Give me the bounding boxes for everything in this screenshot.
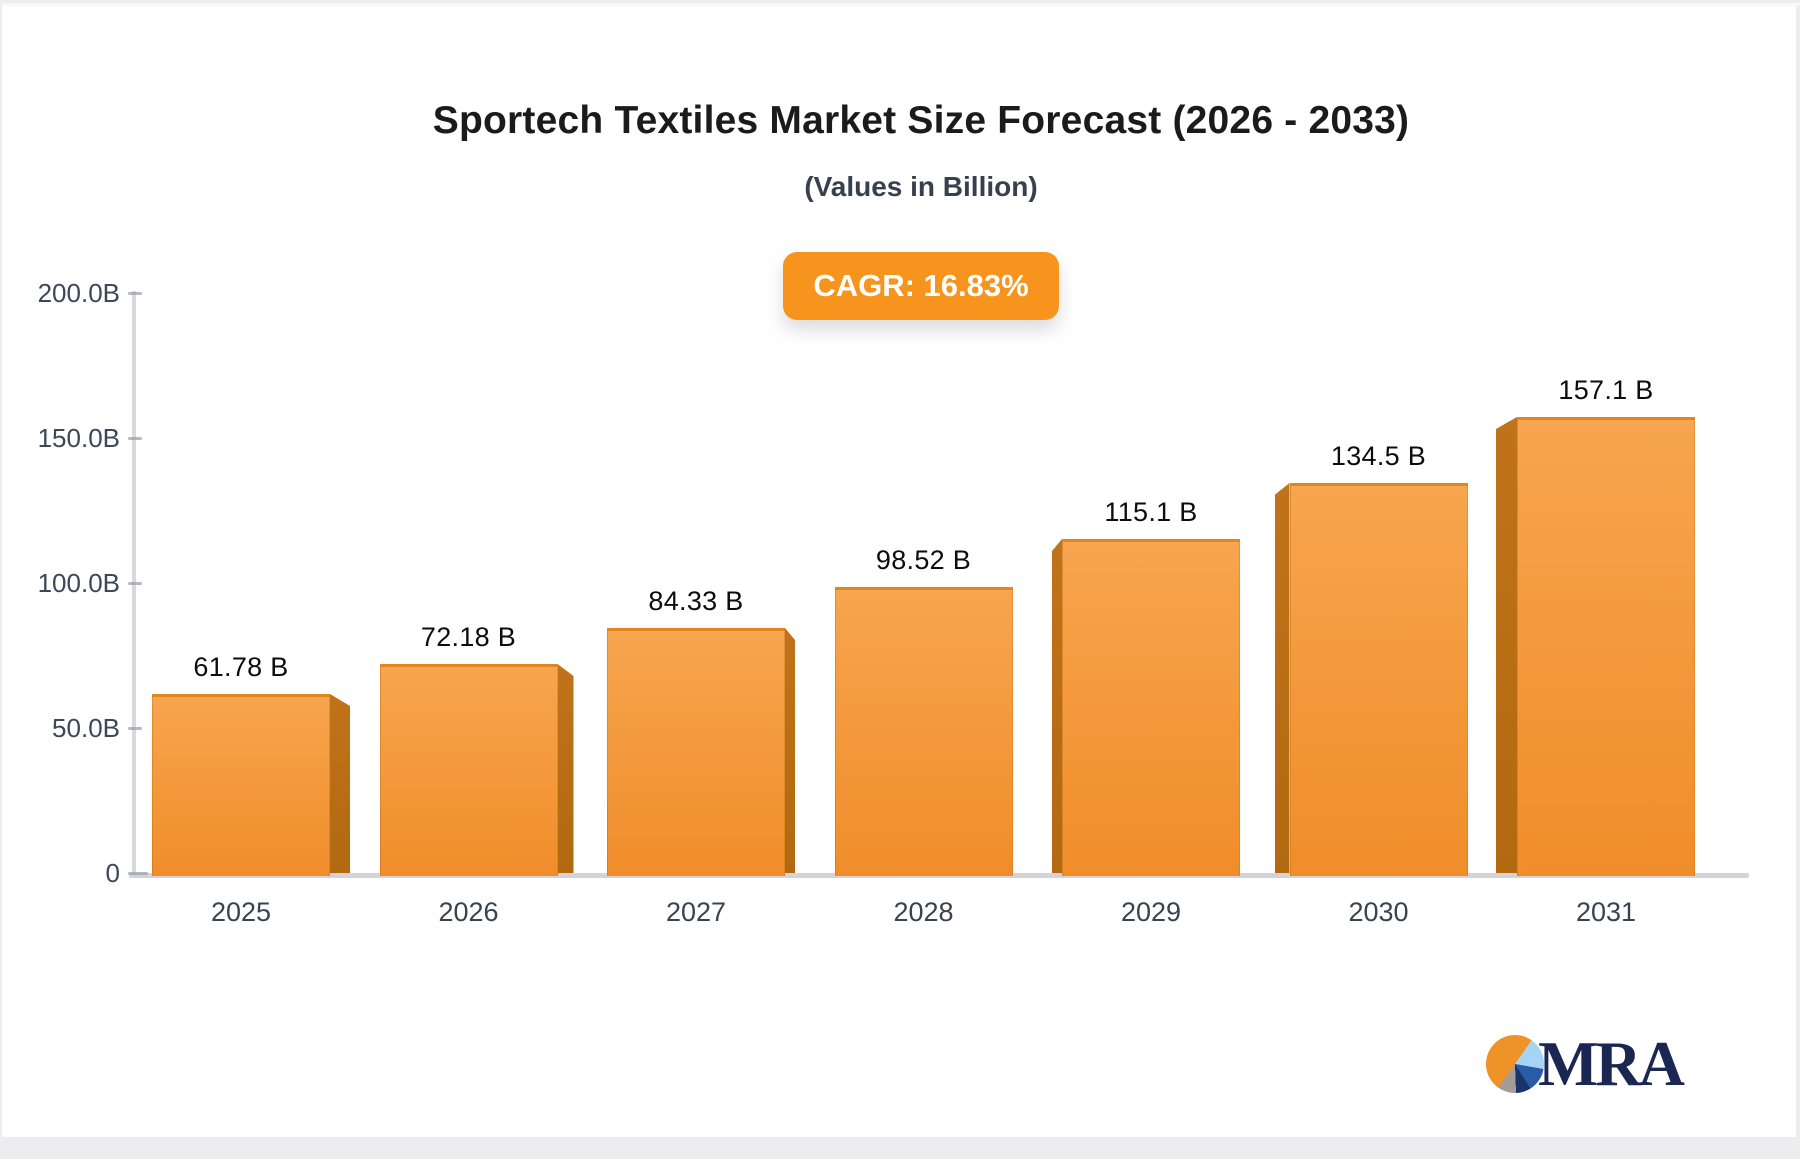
chart-subtitle: (Values in Billion)	[804, 171, 1038, 202]
brand-logo: MRA	[1486, 1025, 1696, 1105]
mra-pie-icon	[1486, 1035, 1544, 1093]
page-edge-top	[2, 3, 1800, 6]
bar-3d-side	[1496, 417, 1517, 873]
bar-2031	[1517, 417, 1695, 876]
bar-value-label: 98.52 B	[875, 545, 972, 575]
bar-3d-side	[1052, 539, 1062, 873]
bar-value-label: 115.1 B	[1104, 497, 1198, 527]
bar-2026	[379, 664, 558, 876]
bar-chart-plot-area: 200.0B 150.0B 100.0B 50.0B 0 61.78 B 2025 72.18…	[2, 3, 1800, 1159]
bar-value-label: 157.1 B	[1558, 375, 1654, 405]
x-axis-category-label: 2030	[1348, 897, 1409, 927]
y-axis-tick-mark	[128, 727, 142, 730]
chart-canvas: Sportech Textiles Market Size Forecast (…	[2, 3, 1800, 1146]
x-axis-category-label: 2026	[438, 897, 499, 927]
bar-2025	[152, 694, 330, 876]
bar-value-label: 61.78 B	[193, 652, 289, 682]
y-axis-tick-mark	[128, 437, 142, 440]
cagr-badge: CAGR: 16.83%	[783, 252, 1059, 320]
y-axis-tick-label: 0	[105, 858, 120, 888]
bar-value-label: 72.18 B	[420, 622, 517, 652]
y-axis-tick-label: 50.0B	[52, 713, 120, 743]
bar-value-label: 134.5 B	[1330, 441, 1427, 471]
x-axis-category-label: 2029	[1120, 897, 1182, 927]
y-axis-tick-label: 150.0B	[37, 423, 120, 453]
x-axis-category-label: 2027	[665, 897, 727, 927]
y-axis-tick-label: 200.0B	[37, 278, 120, 308]
bar-3d-side	[557, 664, 574, 873]
y-axis-tick-mark	[128, 582, 142, 585]
bar-3d-side	[785, 628, 795, 873]
bar-2027	[607, 628, 785, 876]
mra-wordmark: MRA	[1538, 1028, 1685, 1099]
bar-2030	[1289, 483, 1468, 876]
bar-3d-side	[330, 694, 350, 873]
x-axis-category-label: 2025	[210, 897, 272, 927]
x-axis-category-label: 2031	[1575, 897, 1637, 927]
x-axis-category-label: 2028	[893, 897, 954, 927]
page-edge-bottom	[2, 1137, 1800, 1146]
chart-title: Sportech Textiles Market Size Forecast (…	[432, 99, 1410, 142]
bar-2028	[834, 587, 1013, 876]
y-axis-tick-label: 100.0B	[37, 568, 120, 598]
bar-2029	[1062, 539, 1240, 876]
cagr-badge-row: CAGR: 16.83%	[46, 252, 1796, 320]
y-axis-tick-mark	[128, 872, 148, 875]
bar-3d-side	[1274, 483, 1290, 873]
bar-value-label: 84.33 B	[648, 586, 744, 616]
y-axis-tick-mark	[128, 292, 142, 295]
